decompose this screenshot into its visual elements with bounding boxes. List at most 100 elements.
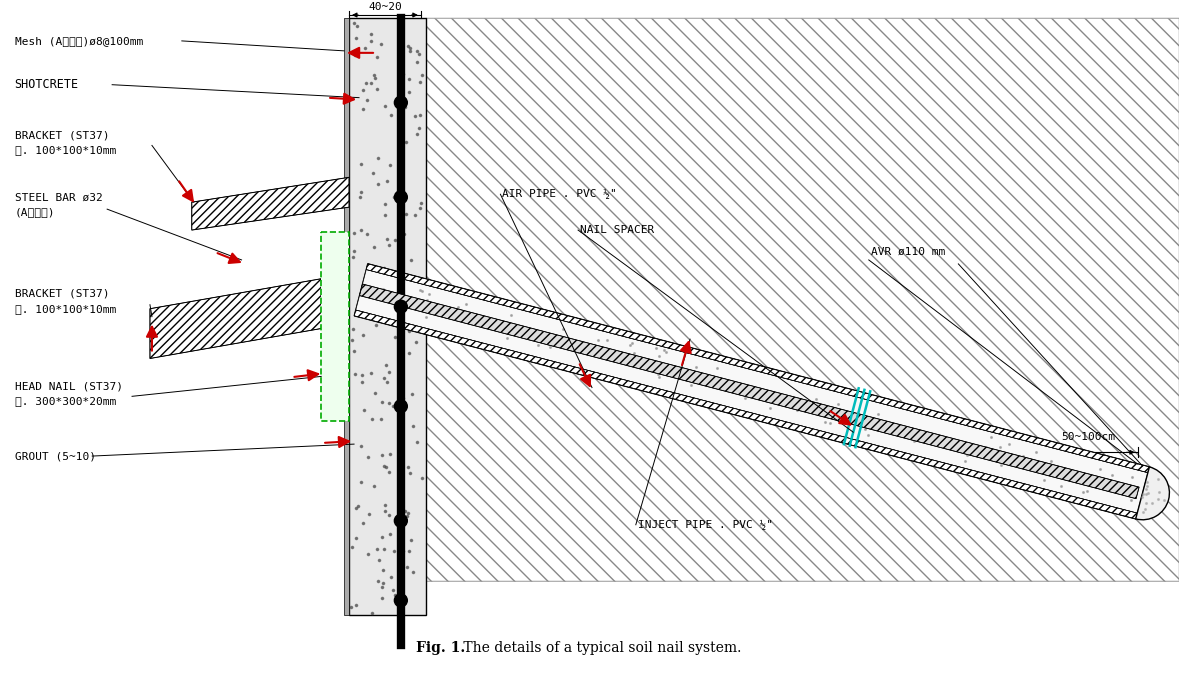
Text: The details of a typical soil nail system.: The details of a typical soil nail syste… — [459, 641, 741, 655]
Point — [942, 454, 961, 465]
Point — [358, 548, 377, 559]
Point — [408, 46, 427, 57]
Point — [353, 517, 372, 528]
Point — [778, 381, 797, 392]
Point — [374, 577, 392, 589]
Point — [397, 209, 416, 220]
Point — [1089, 491, 1108, 502]
Point — [541, 341, 560, 352]
Point — [716, 382, 735, 393]
Point — [400, 86, 418, 97]
Point — [357, 78, 376, 89]
Point — [378, 376, 397, 387]
Point — [369, 153, 388, 164]
Point — [391, 286, 410, 297]
Text: 40~20: 40~20 — [368, 2, 402, 12]
Point — [404, 567, 423, 578]
Polygon shape — [356, 269, 1148, 513]
Point — [405, 110, 424, 121]
Point — [645, 344, 664, 355]
Point — [381, 448, 400, 459]
Point — [378, 176, 397, 187]
Point — [353, 293, 372, 304]
Point — [358, 289, 377, 300]
Polygon shape — [366, 264, 1149, 473]
Point — [362, 77, 381, 88]
Point — [1026, 446, 1045, 457]
Point — [368, 51, 387, 62]
Circle shape — [395, 594, 408, 607]
Point — [1137, 484, 1156, 495]
Point — [821, 425, 840, 436]
Point — [376, 462, 395, 473]
Point — [707, 378, 726, 389]
Point — [1139, 487, 1158, 498]
Point — [416, 289, 435, 300]
Point — [473, 333, 492, 344]
Point — [372, 532, 391, 543]
Point — [608, 336, 626, 347]
Point — [375, 198, 394, 210]
Point — [626, 364, 645, 375]
Point — [355, 404, 374, 415]
Point — [862, 396, 881, 407]
Point — [397, 562, 416, 573]
Point — [382, 110, 401, 121]
Point — [528, 340, 547, 351]
Point — [402, 310, 421, 321]
Point — [650, 350, 669, 362]
Point — [408, 128, 427, 139]
Point — [413, 301, 431, 312]
Point — [396, 137, 415, 148]
Point — [1077, 486, 1096, 497]
Point — [390, 112, 409, 124]
Point — [407, 337, 426, 348]
Point — [1103, 469, 1122, 480]
Text: AVR ø110 mm: AVR ø110 mm — [871, 247, 944, 257]
Bar — [344, 18, 349, 616]
Point — [807, 398, 826, 409]
Point — [974, 461, 993, 472]
Point — [362, 35, 381, 46]
Point — [372, 396, 391, 407]
Point — [456, 299, 475, 310]
Point — [374, 284, 392, 295]
Point — [719, 389, 738, 400]
Point — [351, 192, 370, 203]
Point — [381, 528, 400, 539]
Point — [1135, 503, 1154, 514]
Point — [881, 409, 900, 421]
Point — [342, 542, 361, 553]
Point — [345, 50, 364, 61]
Point — [735, 393, 754, 404]
Text: GROUT (5~10): GROUT (5~10) — [14, 451, 96, 461]
Point — [372, 449, 391, 460]
Point — [371, 286, 390, 297]
Point — [639, 346, 658, 357]
Point — [401, 467, 420, 478]
Point — [390, 559, 409, 570]
Point — [857, 435, 876, 446]
Point — [869, 408, 888, 419]
Point — [1011, 438, 1030, 449]
Point — [1122, 494, 1141, 505]
Point — [398, 462, 417, 473]
Point — [1090, 464, 1109, 475]
Point — [1099, 500, 1118, 511]
Point — [913, 435, 931, 446]
Point — [972, 463, 991, 474]
Point — [1063, 456, 1082, 467]
Point — [404, 295, 423, 306]
Point — [764, 387, 782, 398]
Point — [369, 555, 388, 566]
Point — [390, 280, 409, 291]
Point — [374, 564, 392, 575]
Point — [856, 423, 875, 434]
Point — [433, 308, 452, 319]
Point — [377, 301, 396, 312]
Point — [933, 431, 952, 442]
Point — [362, 368, 381, 379]
Point — [1134, 489, 1152, 500]
Point — [836, 400, 855, 412]
Point — [956, 455, 975, 466]
